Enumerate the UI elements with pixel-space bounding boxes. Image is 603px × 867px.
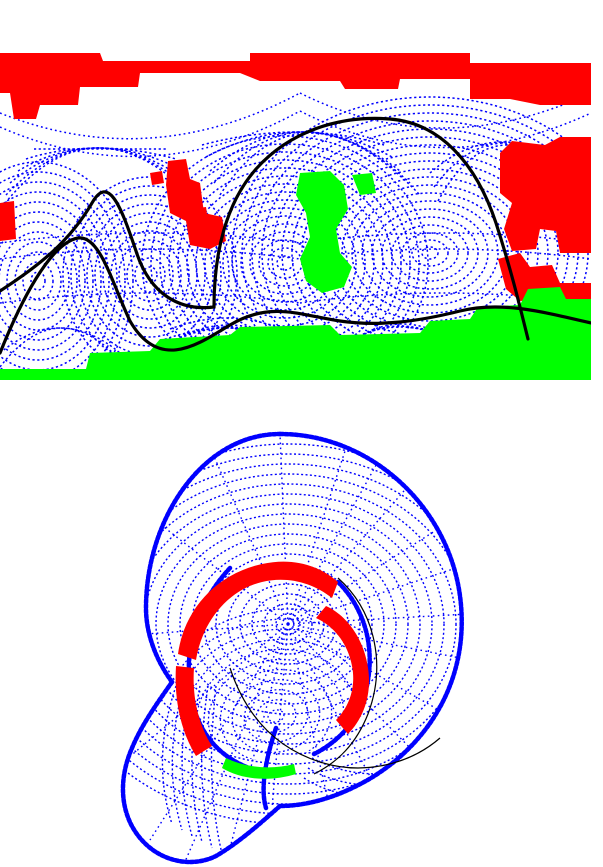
field-lines-top-arcade: [1, 131, 591, 208]
separatrix-whorl-lower: [229, 667, 441, 769]
separatrix-central-loop: [212, 116, 530, 341]
separatrix-lower: [0, 236, 591, 355]
panel-bottom-background: [80, 428, 480, 865]
panel-spiral-shell-projection: [80, 428, 480, 865]
panel-top-svg: [0, 53, 591, 380]
panel-equirectangular-field-map: [0, 53, 591, 380]
panel-bottom-svg: [80, 428, 480, 865]
field-lines-radial-texture: [0, 92, 591, 304]
separatrix-saddle-left: [0, 190, 216, 310]
shell-lower-lobe-edge: [120, 679, 283, 865]
separatrix-group-bottom: [229, 577, 441, 775]
separatrix-group: [0, 116, 591, 355]
field-lines-left-vortex-b: [62, 176, 238, 374]
region-negative-baseline: [0, 373, 591, 380]
shell-outer-edge: [277, 431, 464, 809]
shell-radial-spokes: [127, 434, 462, 862]
shell-left-edge: [143, 431, 283, 685]
separatrix-whorl-right: [313, 577, 378, 775]
